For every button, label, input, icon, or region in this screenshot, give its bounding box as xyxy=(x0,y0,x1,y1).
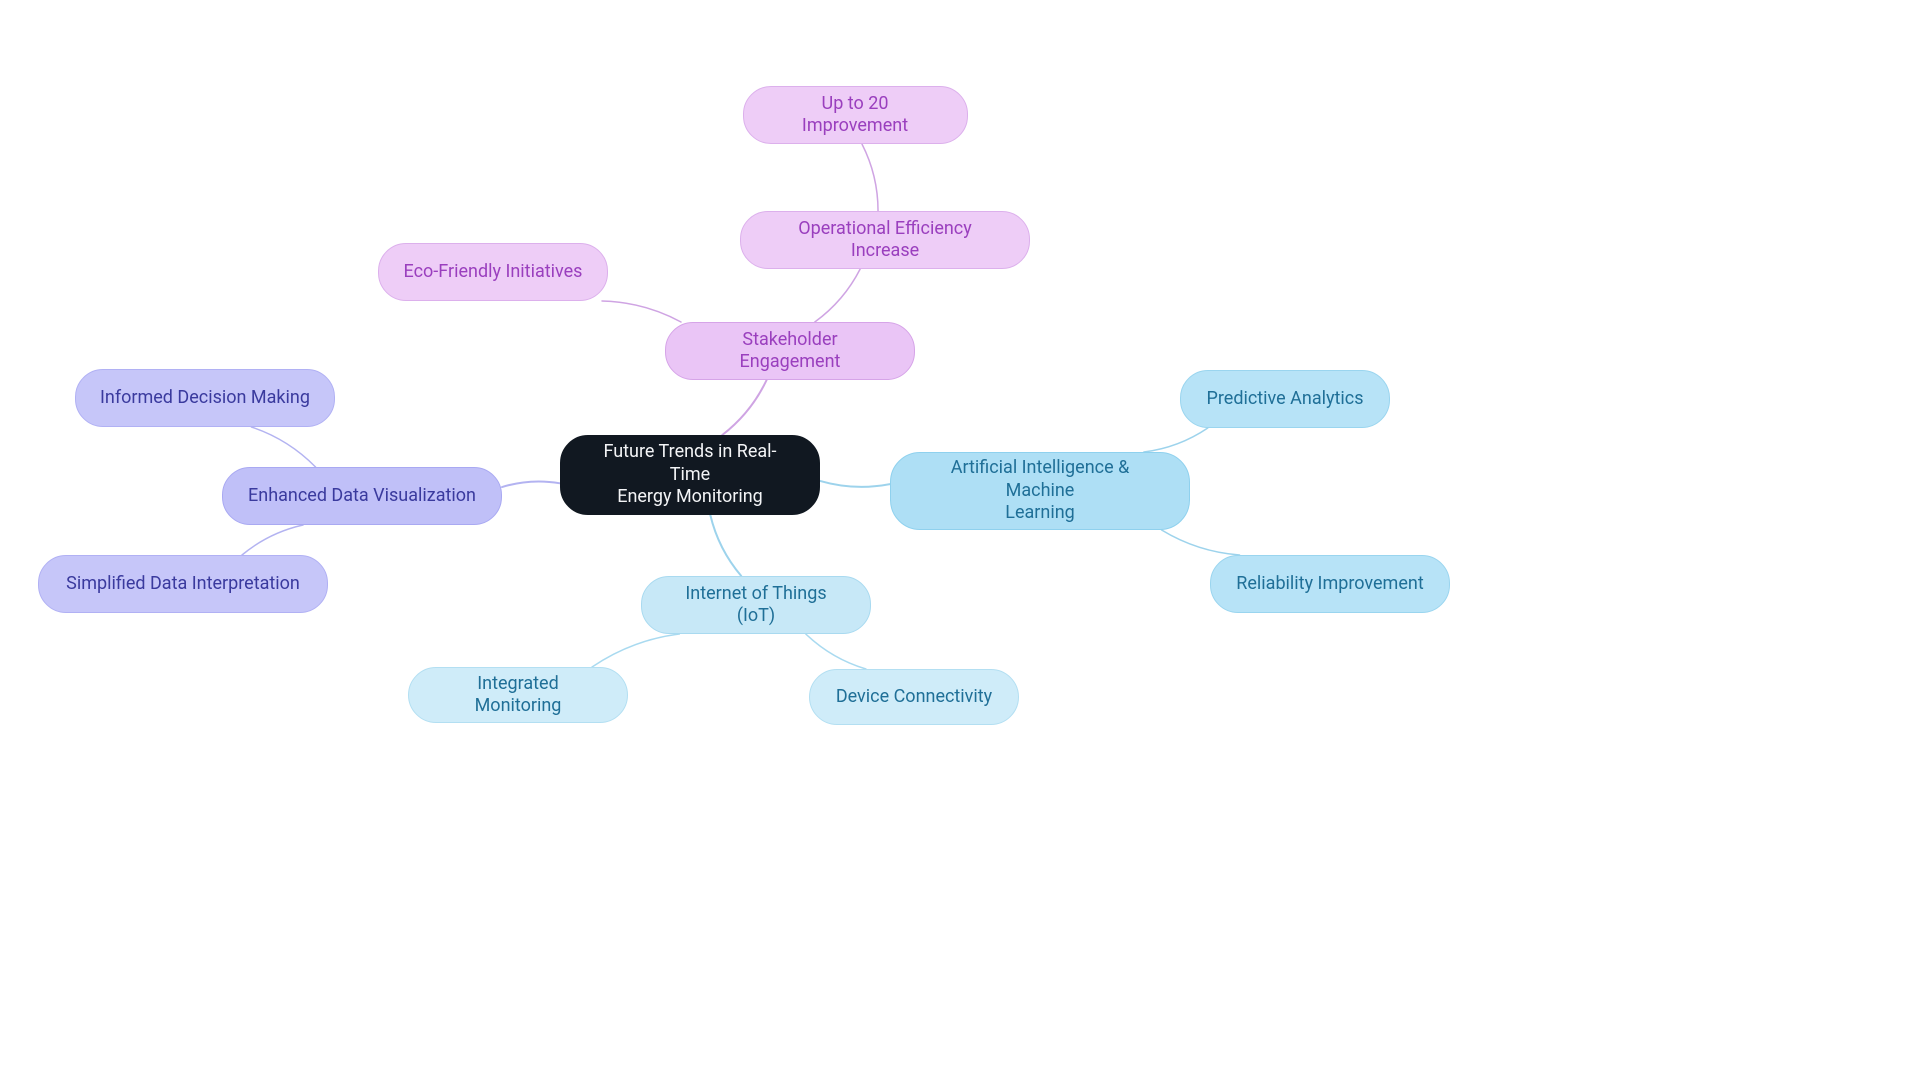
node-label-aiml: Artificial Intelligence & Machine Learni… xyxy=(915,457,1165,525)
edge-iot-integrated xyxy=(592,634,679,667)
node-improv20: Up to 20 Improvement xyxy=(743,86,968,144)
node-label-eco: Eco-Friendly Initiatives xyxy=(404,261,583,284)
node-label-simplified: Simplified Data Interpretation xyxy=(66,573,300,596)
node-predictive: Predictive Analytics xyxy=(1180,370,1390,428)
edge-opeff-improv20 xyxy=(862,144,878,211)
edges-layer xyxy=(0,0,1920,1083)
node-integrated: Integrated Monitoring xyxy=(408,667,628,723)
node-label-reliability: Reliability Improvement xyxy=(1236,573,1423,596)
edge-aiml-reliability xyxy=(1162,530,1240,555)
node-label-viz: Enhanced Data Visualization xyxy=(248,485,476,508)
edge-root-iot xyxy=(710,515,741,576)
node-root: Future Trends in Real-Time Energy Monito… xyxy=(560,435,820,515)
edge-viz-simplified xyxy=(242,525,303,555)
node-label-stakeholder: Stakeholder Engagement xyxy=(690,329,890,374)
edge-aiml-predictive xyxy=(1144,428,1208,452)
node-label-informed: Informed Decision Making xyxy=(100,387,310,410)
node-iot: Internet of Things (IoT) xyxy=(641,576,871,634)
node-label-predictive: Predictive Analytics xyxy=(1206,388,1363,411)
node-informed: Informed Decision Making xyxy=(75,369,335,427)
node-aiml: Artificial Intelligence & Machine Learni… xyxy=(890,452,1190,530)
node-simplified: Simplified Data Interpretation xyxy=(38,555,328,613)
node-label-device: Device Connectivity xyxy=(836,686,992,709)
node-reliability: Reliability Improvement xyxy=(1210,555,1450,613)
edge-root-stakeholder xyxy=(722,380,766,435)
edge-root-aiml xyxy=(820,481,890,487)
mindmap-canvas: Future Trends in Real-Time Energy Monito… xyxy=(0,0,1920,1083)
node-viz: Enhanced Data Visualization xyxy=(222,467,502,525)
node-label-improv20: Up to 20 Improvement xyxy=(768,93,943,138)
node-label-integrated: Integrated Monitoring xyxy=(433,673,603,718)
node-opeff: Operational Efficiency Increase xyxy=(740,211,1030,269)
node-label-iot: Internet of Things (IoT) xyxy=(666,583,846,628)
edge-iot-device xyxy=(806,634,866,669)
edge-viz-informed xyxy=(251,427,315,467)
node-device: Device Connectivity xyxy=(809,669,1019,725)
node-stakeholder: Stakeholder Engagement xyxy=(665,322,915,380)
edge-stakeholder-opeff xyxy=(815,269,860,322)
node-label-root: Future Trends in Real-Time Energy Monito… xyxy=(585,441,795,509)
node-label-opeff: Operational Efficiency Increase xyxy=(765,218,1005,263)
node-eco: Eco-Friendly Initiatives xyxy=(378,243,608,301)
edge-stakeholder-eco xyxy=(602,301,681,322)
edge-root-viz xyxy=(502,481,560,487)
